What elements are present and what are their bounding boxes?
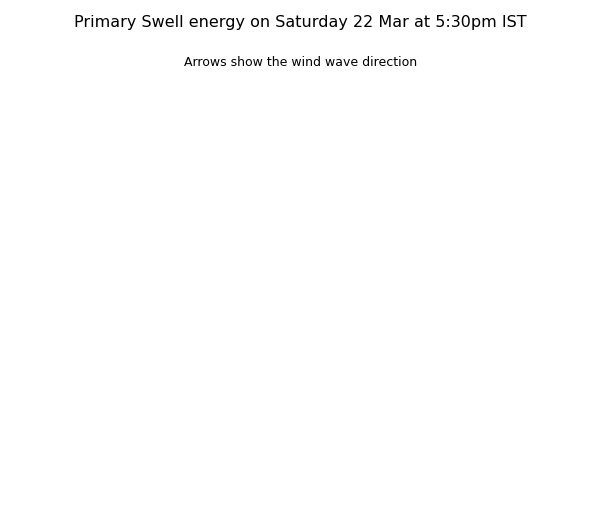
Text: Primary Swell energy on Saturday 22 Mar at 5:30pm IST: Primary Swell energy on Saturday 22 Mar …: [74, 15, 527, 30]
Text: Arrows show the wind wave direction: Arrows show the wind wave direction: [184, 56, 417, 69]
